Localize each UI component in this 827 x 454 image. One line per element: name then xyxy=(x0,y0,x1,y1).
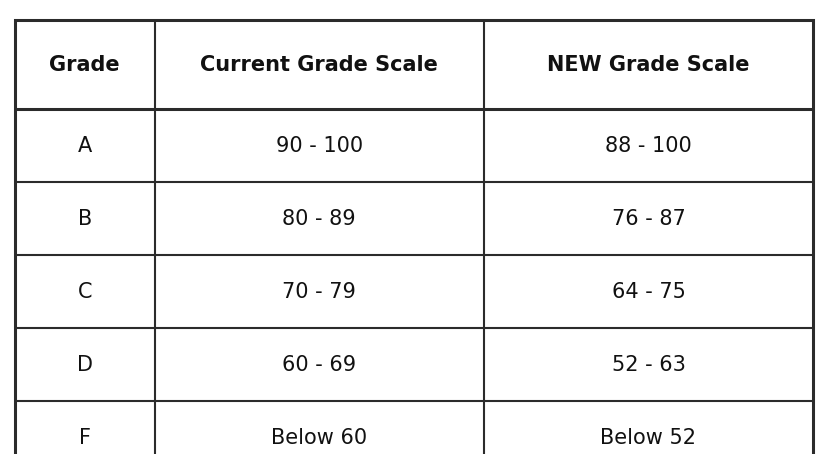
Text: Below 52: Below 52 xyxy=(600,428,696,448)
Text: Below 60: Below 60 xyxy=(270,428,367,448)
Text: 60 - 69: 60 - 69 xyxy=(282,355,356,375)
Text: A: A xyxy=(78,135,92,156)
Text: 90 - 100: 90 - 100 xyxy=(275,135,362,156)
Text: Current Grade Scale: Current Grade Scale xyxy=(200,54,437,75)
Text: 70 - 79: 70 - 79 xyxy=(282,281,356,302)
Text: 52 - 63: 52 - 63 xyxy=(611,355,685,375)
Text: 80 - 89: 80 - 89 xyxy=(282,208,356,229)
Text: F: F xyxy=(79,428,91,448)
Text: B: B xyxy=(78,208,92,229)
Text: 64 - 75: 64 - 75 xyxy=(611,281,685,302)
Text: NEW Grade Scale: NEW Grade Scale xyxy=(547,54,748,75)
Text: 88 - 100: 88 - 100 xyxy=(605,135,691,156)
Text: C: C xyxy=(78,281,92,302)
Text: 76 - 87: 76 - 87 xyxy=(611,208,685,229)
Text: D: D xyxy=(77,355,93,375)
Text: Grade: Grade xyxy=(50,54,120,75)
